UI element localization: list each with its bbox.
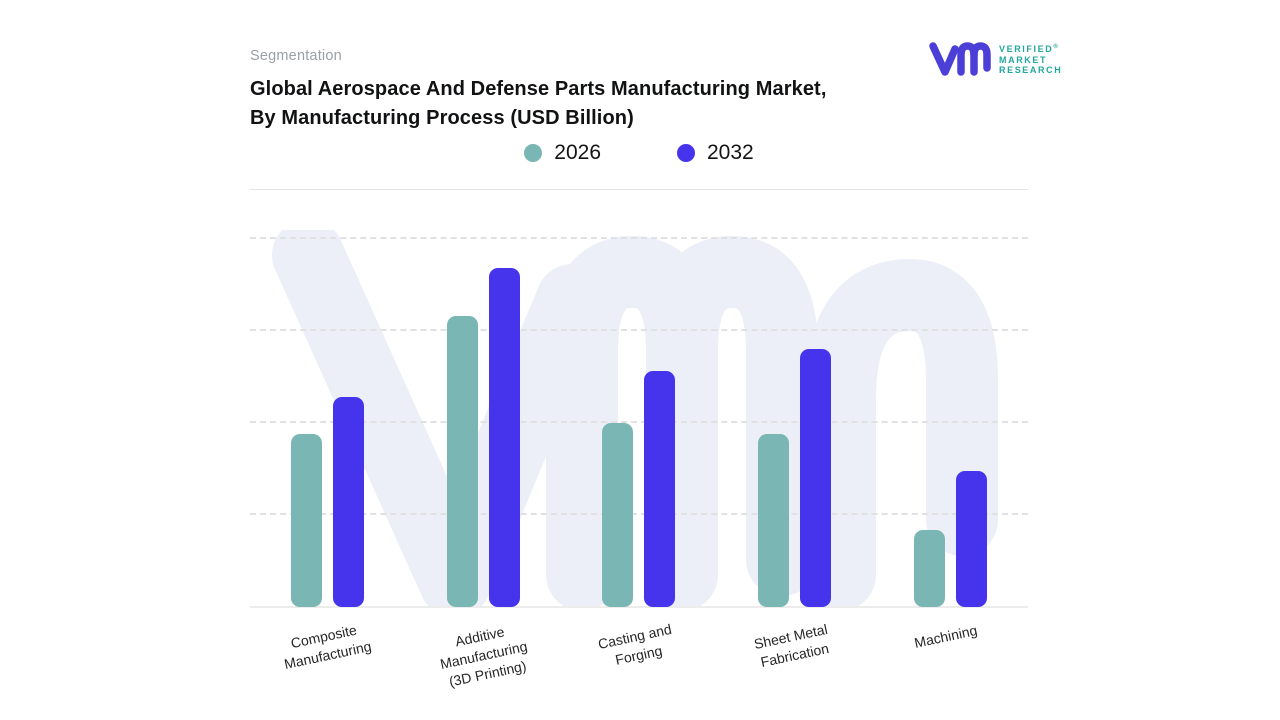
legend-item-2026: 2026: [524, 141, 601, 165]
bar-group-3: [561, 230, 717, 607]
legend-label-2026: 2026: [554, 141, 601, 164]
bar-2026-sheet-metal-fabrication: [758, 434, 790, 607]
x-axis-label-composite-manufacturing: Composite Manufacturing: [246, 611, 410, 699]
x-axis-label-casting-and-forging: Casting and Forging: [557, 611, 721, 699]
logo-word-verified: VERIFIED®: [999, 44, 1060, 55]
gridline-50: [250, 421, 1028, 423]
registered-trademark-icon: ®: [1053, 44, 1060, 51]
legend-dot-2026: [524, 144, 543, 162]
bar-groups: [250, 230, 1028, 607]
chart-legend: 2026 2032: [250, 140, 1028, 166]
bar-group-4: [717, 230, 873, 607]
legend-label-2032: 2032: [707, 141, 754, 164]
category-axis-labels: Composite Manufacturing Additive Manufactur…: [250, 621, 1028, 690]
logo-word-research: RESEARCH: [999, 65, 1063, 76]
segmentation-eyebrow: Segmentation: [250, 48, 342, 64]
bar-group-5: [872, 230, 1028, 607]
bar-2032-sheet-metal-fabrication: [800, 349, 832, 607]
x-axis-label-sheet-metal-fabrication: Sheet Metal Fabrication: [713, 611, 877, 699]
bar-2032-additive-manufacturing-3d-printing-: [488, 268, 520, 607]
gridline-75: [250, 329, 1028, 331]
vmr-logo: VERIFIED® MARKET RESEARCH: [928, 38, 1062, 80]
bar-2032-machining: [955, 470, 987, 607]
x-axis-baseline: [250, 606, 1028, 608]
bar-group-2: [406, 230, 562, 607]
chart-title-line2: By Manufacturing Process (USD Billion): [250, 107, 634, 129]
bar-2026-composite-manufacturing: [291, 434, 323, 607]
x-axis-label-machining: Machining: [868, 611, 1032, 699]
header-divider: [250, 189, 1028, 190]
legend-dot-2032: [677, 144, 695, 162]
legend-item-2032: 2032: [677, 141, 754, 165]
bar-2032-casting-and-forging: [644, 371, 676, 607]
x-axis-label-additive-manufacturing-3d-printing-: Additive Manufacturing (3D Printing): [401, 611, 565, 699]
chart-title: Global Aerospace And Defense Parts Manuf…: [250, 75, 1028, 133]
bar-2026-machining: [913, 529, 945, 607]
vmr-logo-mark-icon: [929, 42, 991, 76]
bar-2026-additive-manufacturing-3d-printing-: [446, 316, 478, 607]
bar-group-1: [250, 230, 406, 607]
x-axis-label-line: Machining: [913, 621, 979, 651]
logo-word-market: MARKET: [999, 54, 1048, 65]
gridline-100: [250, 237, 1028, 239]
gridline-25: [250, 513, 1028, 515]
vmr-logo-wordmark: VERIFIED® MARKET RESEARCH: [999, 42, 1062, 76]
report-content: Segmentation Global Aerospace And Defens…: [250, 0, 1028, 690]
bar-2032-composite-manufacturing: [333, 397, 365, 607]
bar-2026-casting-and-forging: [602, 423, 634, 607]
chart-title-line1: Global Aerospace And Defense Parts Manuf…: [250, 78, 827, 100]
bar-chart-plot-area: [250, 230, 1028, 608]
